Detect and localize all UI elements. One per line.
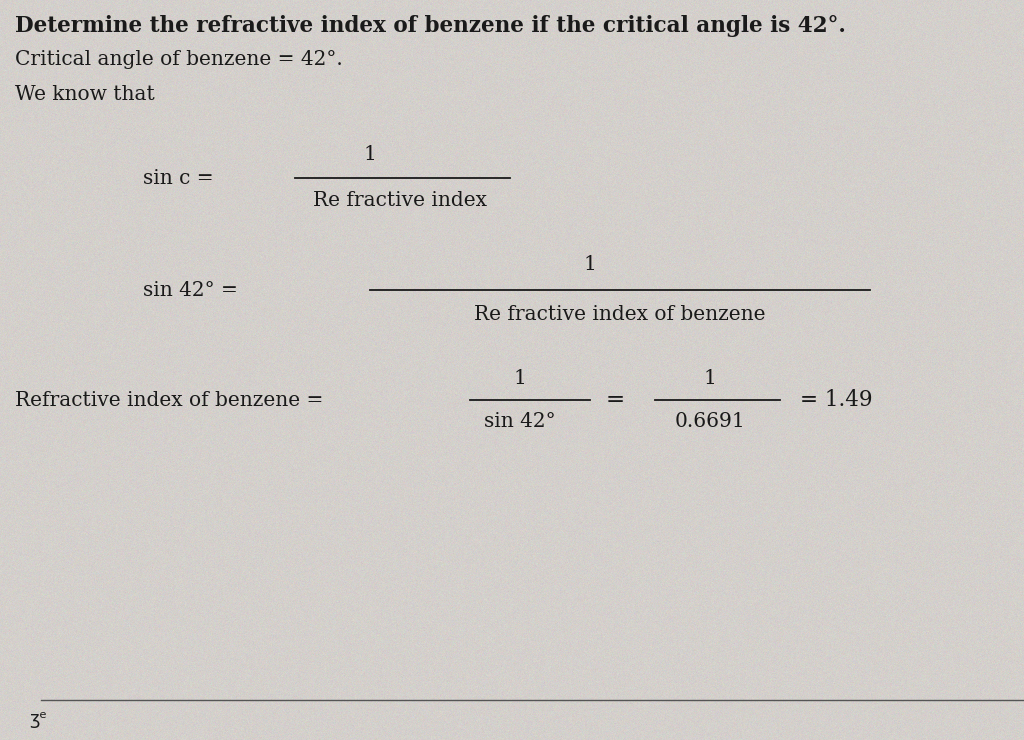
Text: 1: 1 — [703, 369, 717, 388]
Text: Re fractive index of benzene: Re fractive index of benzene — [474, 306, 766, 325]
Text: 1: 1 — [364, 146, 377, 164]
Text: We know that: We know that — [15, 85, 155, 104]
Text: 1: 1 — [584, 255, 596, 275]
Text: 0.6691: 0.6691 — [675, 412, 745, 431]
Text: sin 42°: sin 42° — [484, 412, 556, 431]
Text: Refractive index of benzene =: Refractive index of benzene = — [15, 391, 324, 409]
Text: ʒᵉ: ʒᵉ — [29, 710, 47, 728]
Text: sin c =: sin c = — [143, 169, 214, 187]
Text: sin 42° =: sin 42° = — [143, 280, 238, 300]
Text: 1: 1 — [514, 369, 526, 388]
Text: Determine the refractive index of benzene if the critical angle is 42°.: Determine the refractive index of benzen… — [15, 15, 846, 37]
Text: Re fractive index: Re fractive index — [313, 190, 487, 209]
Text: =: = — [605, 389, 625, 411]
Text: Critical angle of benzene = 42°.: Critical angle of benzene = 42°. — [15, 50, 343, 69]
Text: = 1.49: = 1.49 — [800, 389, 872, 411]
